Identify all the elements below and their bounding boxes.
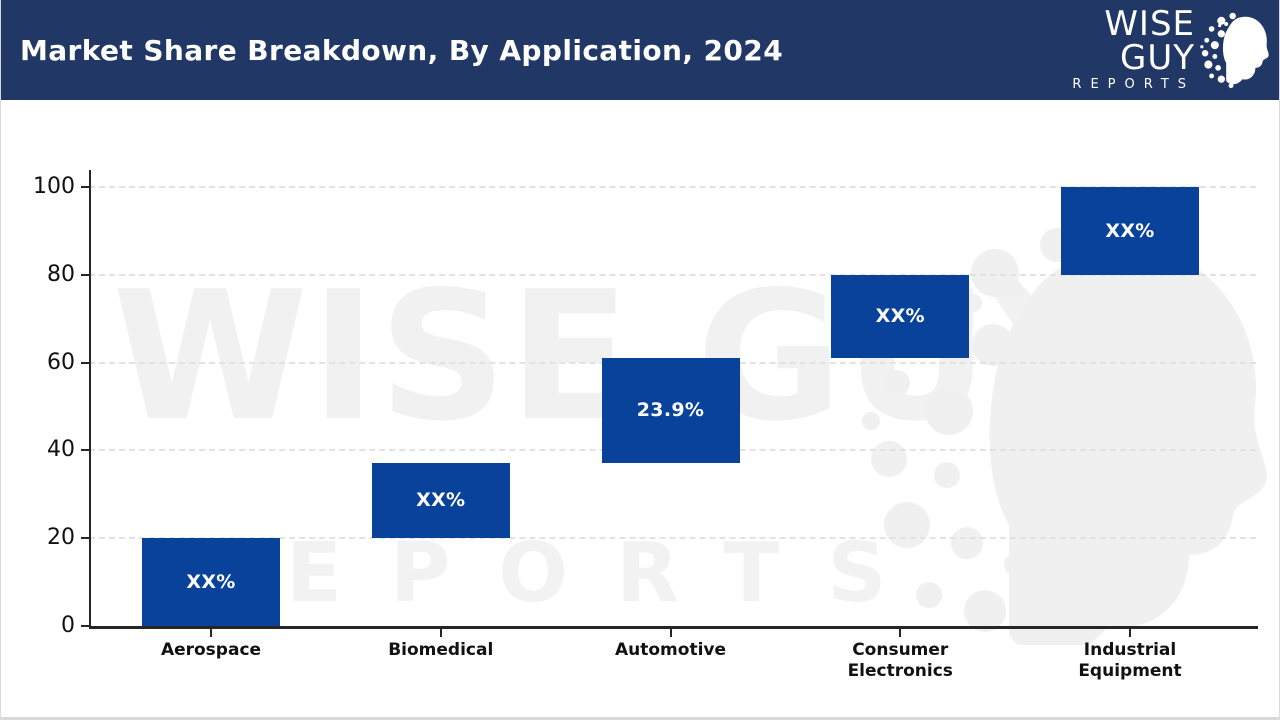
x-category-label-aerospace: Aerospace [160,640,262,660]
y-tick-80 [81,273,89,276]
gridline-80 [89,273,1256,276]
x-axis-line [89,626,1258,629]
y-tick-label-0: 0 [61,613,75,638]
watermark-brand-subname: REPORTS [175,526,935,621]
bar-value-label-automotive: 23.9% [636,399,705,422]
bar-value-label-industrial-equipment: XX% [1105,219,1155,242]
y-tick-label-20: 20 [47,525,75,551]
x-tick-consumer-electronics [899,629,902,637]
header-banner: Market Share Breakdown, By Application, … [0,0,1280,100]
gridline-100 [89,186,1256,188]
bar-value-label-aerospace: XX% [186,571,236,594]
chart-plot-area: 0 20 40 60 80 100 XX% Aerospace XX% Biomedical 23.… [0,100,1280,720]
x-tick-biomedical [439,629,442,637]
gridline-20 [89,537,1256,540]
x-category-label-biomedical: Biomedical [388,640,494,660]
chart-title: Market Share Breakdown, By Application, … [20,33,784,67]
bar-value-label-biomedical: XX% [416,489,466,512]
y-tick-label-60: 60 [47,349,75,375]
y-tick-label-100: 100 [33,174,75,199]
x-category-label-automotive: Automotive [614,640,727,660]
x-tick-industrial-equipment [1129,629,1131,637]
x-category-label-industrial-equipment: Industrial Equipment [1078,640,1182,681]
brand-subname: REPORTS [1072,77,1196,92]
y-tick-label-40: 40 [47,437,75,463]
x-tick-automotive [669,629,672,637]
y-tick-20 [81,537,89,540]
x-category-label-consumer-electronics: Consumer Electronics [847,640,953,681]
brand-logo-text: WISE GUY REPORTS [1020,7,1195,93]
brand-head-icon [1200,12,1269,89]
bar-value-label-consumer-electronics: XX% [875,305,925,328]
bar-consumer-electronics: XX% [831,274,970,358]
brand-name: WISE GUY [1104,4,1196,78]
y-tick-40 [81,449,89,452]
bar-automotive: 23.9% [601,357,740,463]
y-tick-60 [81,361,89,364]
y-tick-0 [81,625,89,627]
x-tick-aerospace [210,629,212,637]
y-tick-label-80: 80 [47,261,75,287]
bar-industrial-equipment: XX% [1061,187,1199,275]
bar-aerospace: XX% [142,538,280,626]
y-axis-line [89,170,91,628]
brand-logo: WISE GUY REPORTS [1020,7,1270,93]
bar-biomedical: XX% [371,462,510,539]
y-tick-100 [81,186,89,188]
